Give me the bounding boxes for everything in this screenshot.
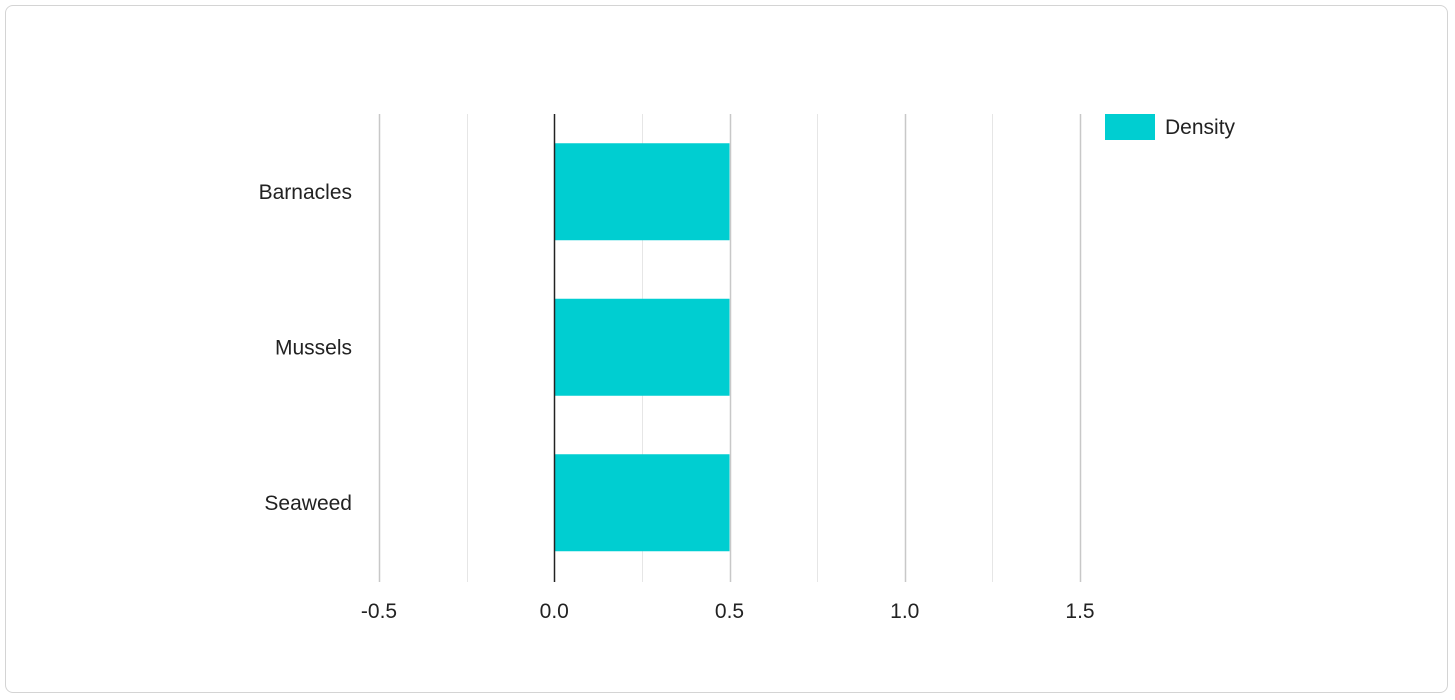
category-label: Mussels (275, 336, 352, 359)
x-tick-label: 1.0 (890, 600, 919, 623)
label-layer: Barnacles Mussels Seaweed -0.5 0.0 0.5 1.0 1.5 (259, 181, 1095, 623)
x-tick-label: 1.5 (1065, 600, 1094, 623)
legend-item: Density (1105, 114, 1236, 140)
bar-seaweed (554, 454, 730, 552)
grid-layer (378, 114, 1082, 582)
legend: Density (1105, 114, 1236, 140)
legend-label: Density (1165, 116, 1236, 139)
x-tick-label: 0.0 (540, 600, 569, 623)
bar-layer (554, 143, 730, 552)
legend-swatch (1105, 114, 1155, 140)
bar-mussels (554, 298, 730, 396)
category-label: Seaweed (264, 492, 352, 515)
x-tick-label: -0.5 (361, 600, 397, 623)
x-tick-label: 0.5 (715, 600, 744, 623)
bar-barnacles (554, 143, 730, 241)
category-label: Barnacles (259, 181, 352, 204)
